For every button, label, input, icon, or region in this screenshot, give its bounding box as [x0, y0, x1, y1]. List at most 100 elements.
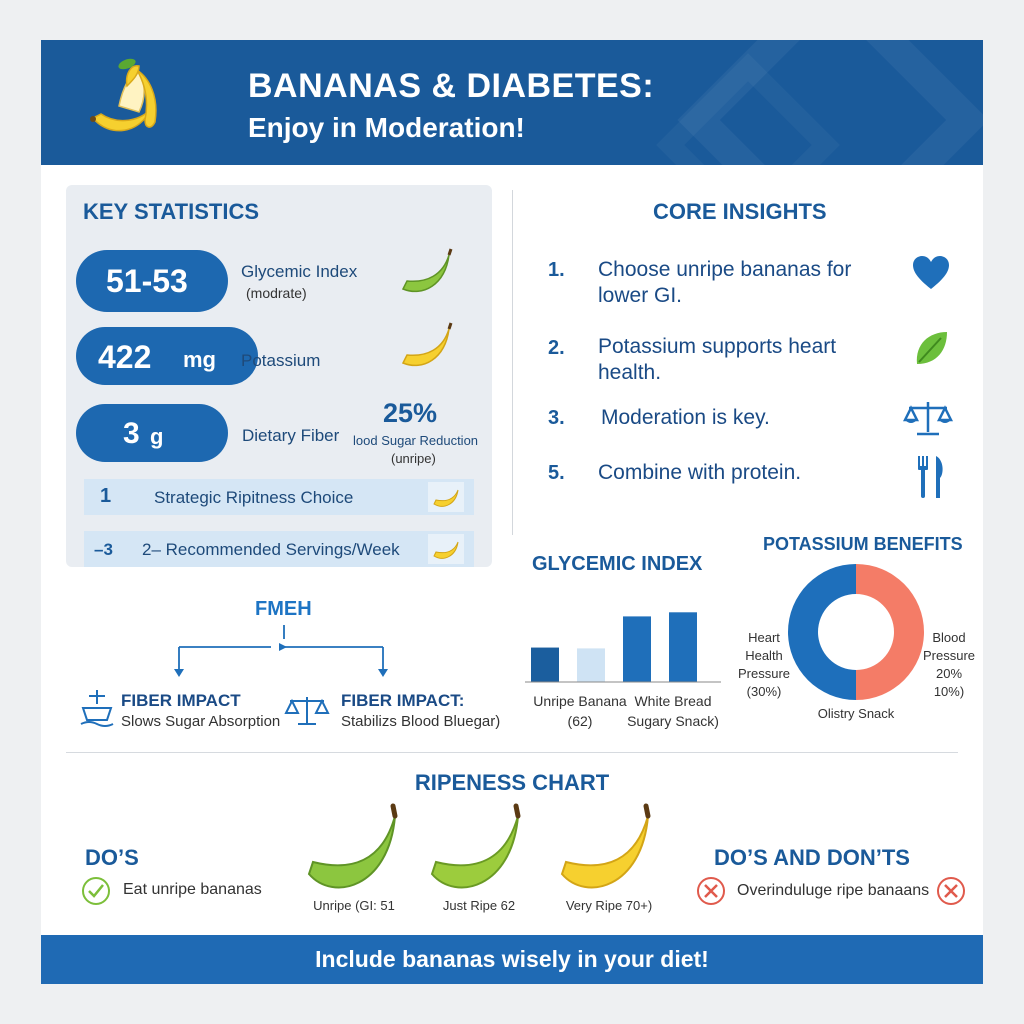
- page-subtitle: Enjoy in Moderation!: [248, 112, 525, 143]
- stat-pill-fiber: 3 g: [76, 404, 228, 462]
- strip-icon-box: [428, 482, 464, 512]
- stat-value: 3: [123, 417, 140, 450]
- pot-label-line: Health: [745, 648, 783, 663]
- insight-text: Choose unripe bananas for lower GI.: [598, 258, 852, 307]
- strip-text: Strategic Ripitness Choice: [154, 488, 354, 507]
- ripeness-label: Very Ripe 70+): [565, 898, 653, 913]
- donut-segment-heart-health: [788, 564, 856, 700]
- chart-label: White Bread Sugary Snack): [623, 691, 723, 731]
- fiber-impact-left-heading: FIBER IMPACT: [121, 691, 241, 710]
- stat-value: 51-53: [106, 263, 188, 299]
- potassium-right-label: Blood Pressure 20% 10%): [919, 629, 979, 701]
- pot-label-line: Pressure: [737, 666, 791, 681]
- yellow-banana-icon: [401, 322, 453, 367]
- footer-banner: Include bananas wisely in your diet!: [41, 935, 983, 984]
- insight-number: 5.: [548, 462, 565, 484]
- ship-icon: [80, 690, 114, 727]
- ripeness-label: Unripe (GI: 51: [313, 898, 395, 913]
- stat-note: (modrate): [246, 285, 307, 301]
- pot-label-line: 20%: [935, 666, 963, 681]
- overlay-label: lood Sugar Reduction: [353, 433, 479, 448]
- scales-icon: [284, 697, 330, 725]
- strip-icon-box: [428, 534, 464, 564]
- glycemic-bar-chart: [525, 612, 721, 683]
- stat-value: 422: [98, 339, 152, 375]
- ripeness-chart-title: RIPENESS CHART: [414, 770, 610, 795]
- cross-icon: [937, 877, 965, 905]
- dos-title: DO’S: [85, 845, 139, 870]
- fiber-impact-right-desc: Stabilizs Blood Bluegar): [341, 713, 501, 730]
- stat-unit: g: [150, 424, 164, 449]
- insight-text: Moderation is key.: [601, 406, 770, 429]
- strip-tag: 1: [100, 485, 112, 507]
- header-banner: BANANAS & DIABETES: Enjoy in Moderation!: [41, 40, 983, 165]
- glycemic-chart-title: GLYCEMIC INDEX: [532, 553, 703, 575]
- potassium-left-label: Heart Health Pressure (30%): [729, 629, 799, 701]
- strip-text: 2– Recommended Servings/Week: [142, 540, 400, 559]
- stat-unit: mg: [183, 347, 216, 372]
- gi-bar: [623, 616, 651, 682]
- cross-icon: [697, 877, 725, 905]
- section-divider: [66, 752, 958, 753]
- chart-label-line: White Bread: [634, 693, 712, 709]
- small-banana-icon: [433, 541, 459, 559]
- potassium-bottom-label: Olistry Snack: [817, 706, 895, 721]
- check-icon: [82, 877, 110, 905]
- fiber-impact-right-heading: FIBER IMPACT:: [341, 691, 465, 710]
- potassium-title: POTASSIUM BENEFITS: [763, 534, 963, 554]
- leaf-icon: [916, 332, 947, 364]
- banana-logo-icon: [90, 58, 157, 132]
- pot-label-line: 10%): [933, 684, 965, 699]
- gi-bar: [577, 648, 605, 682]
- donut-segment-blood-pressure: [856, 564, 924, 700]
- insight-number: 2.: [548, 337, 565, 359]
- very-ripe-banana-icon: [560, 803, 651, 889]
- dos-item: Eat unripe bananas: [123, 881, 262, 898]
- pot-label-line: (30%): [746, 684, 782, 699]
- overlay-percent: 25%: [383, 398, 438, 428]
- donts-title: DO’S AND DON’TS: [714, 845, 910, 870]
- strip-ripeness-choice: 1 Strategic Ripitness Choice: [84, 479, 474, 515]
- pot-label-line: Heart: [748, 630, 780, 645]
- ripeness-label: Just Ripe 62: [442, 898, 516, 913]
- fiber-impact-left-desc: Slows Sugar Absorption: [121, 713, 281, 730]
- stat-pill-glycemic: 51-53: [76, 250, 228, 312]
- infographic-card: BANANAS & DIABETES: Enjoy in Moderation!…: [41, 40, 983, 984]
- pot-label-line: Blood: [932, 630, 966, 645]
- column-divider: [512, 190, 513, 535]
- fork-knife-icon: [918, 456, 943, 498]
- key-statistics-title: KEY STATISTICS: [83, 199, 260, 224]
- scales-icon: [903, 402, 953, 436]
- unripe-banana-icon: [307, 803, 398, 889]
- stat-label: Glycemic Index: [241, 262, 358, 281]
- core-insights-title: CORE INSIGHTS: [653, 199, 827, 224]
- chart-label-line: Sugary Snack): [627, 713, 719, 729]
- stat-label: Potassium: [241, 351, 321, 370]
- insight-number: 1.: [548, 259, 565, 281]
- gi-bar: [531, 647, 559, 682]
- chart-label: Unripe Banana (62): [530, 691, 630, 731]
- just-ripe-banana-icon: [430, 803, 521, 889]
- insight-text: Combine with protein.: [598, 461, 802, 484]
- heart-icon: [913, 256, 949, 289]
- stat-pill-potassium: 422 mg: [76, 327, 258, 385]
- green-banana-icon: [401, 248, 453, 293]
- fiber-flow-title: FMEH: [255, 598, 312, 620]
- insight-number: 3.: [548, 407, 565, 429]
- footer-text: Include bananas wisely in your diet!: [315, 946, 709, 972]
- insight-text: Potassium supports heart health.: [598, 335, 837, 384]
- gi-bar: [669, 612, 697, 682]
- donts-item: Overinduluge ripe banaans: [737, 882, 930, 899]
- strip-servings: –3 2– Recommended Servings/Week: [84, 531, 474, 567]
- small-banana-icon: [433, 489, 459, 507]
- pot-label-line: Pressure: [922, 648, 976, 663]
- fiber-flow-arrows: [174, 625, 388, 677]
- overlay-note: (unripe): [391, 451, 436, 466]
- chart-label-line: (62): [567, 713, 593, 729]
- stat-label: Dietary Fiber: [242, 426, 340, 445]
- strip-tag: –3: [94, 540, 113, 559]
- key-statistics-panel: KEY STATISTICS 51-53 Glycemic Index (mod…: [66, 185, 492, 567]
- potassium-donut-chart: [788, 564, 924, 700]
- page-title: BANANAS & DIABETES:: [248, 67, 655, 105]
- chart-label-line: Unripe Banana: [533, 693, 627, 709]
